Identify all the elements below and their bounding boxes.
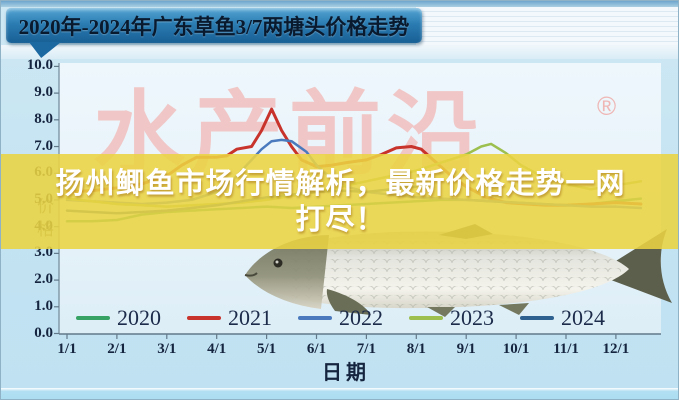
legend-item-2024: 2024 <box>520 305 605 331</box>
legend-label-2021: 2021 <box>228 305 272 330</box>
x-tick-label: 8/1 <box>406 341 426 357</box>
x-tick-label: 5/1 <box>257 341 277 357</box>
bottom-edge-strip <box>1 388 678 399</box>
legend-item-2022: 2022 <box>298 305 383 331</box>
legend-swatch-2022 <box>298 316 332 320</box>
legend-item-2021: 2021 <box>187 305 272 331</box>
x-tick-label: 10/1 <box>502 341 530 357</box>
chart-title: 2020年-2024年广东草鱼3/7两塘头价格走势 <box>18 14 410 39</box>
legend-item-2020: 2020 <box>76 305 161 331</box>
x-tick-label: 1/1 <box>57 341 77 357</box>
chart-title-banner: 2020年-2024年广东草鱼3/7两塘头价格走势 <box>6 8 422 43</box>
headline-line-2: 打尽！ <box>295 203 386 236</box>
y-tick-label: 8.0 <box>34 110 53 127</box>
legend-swatch-2023 <box>409 316 443 320</box>
legend-swatch-2024 <box>520 316 554 320</box>
y-tick-label: 9.0 <box>34 84 53 101</box>
x-tick-label: 9/1 <box>456 341 476 357</box>
y-tick-label: 1.0 <box>34 297 53 314</box>
y-tick-label: 7.0 <box>34 137 53 154</box>
x-tick-label: 12/1 <box>602 341 630 357</box>
top-edge-strip <box>1 1 678 7</box>
ruled-background <box>416 7 678 47</box>
registered-trademark-icon: ® <box>597 91 617 121</box>
light-band <box>1 45 678 59</box>
x-axis-title: 日期 <box>322 362 370 384</box>
legend-swatch-2020 <box>76 316 110 320</box>
fish-pelvic-fin <box>427 307 455 317</box>
x-tick-label: 11/1 <box>553 341 579 357</box>
y-tick-label: 10.0 <box>26 57 53 74</box>
chart-legend: 2020 2021 2022 2023 2024 <box>1 305 678 331</box>
y-tick-label: 0.0 <box>34 324 53 341</box>
legend-swatch-2021 <box>187 316 221 320</box>
x-tick-label: 2/1 <box>107 341 127 357</box>
x-tick-label: 7/1 <box>356 341 376 357</box>
x-tick-label: 4/1 <box>207 341 227 357</box>
fish-pectoral-fin <box>326 289 371 315</box>
headline-overlay: 扬州鲫鱼市场行情解析，最新价格走势一网 打尽！ <box>1 154 678 249</box>
fish-head <box>245 235 329 309</box>
x-tick-label: 3/1 <box>157 341 177 357</box>
legend-item-2023: 2023 <box>409 305 494 331</box>
legend-label-2023: 2023 <box>450 305 494 330</box>
legend-label-2022: 2022 <box>339 305 383 330</box>
fish-anal-fin <box>499 303 529 315</box>
legend-label-2024: 2024 <box>561 305 605 330</box>
legend-label-2020: 2020 <box>117 305 161 330</box>
x-tick-label: 6/1 <box>306 341 327 357</box>
headline-line-1: 扬州鲫鱼市场行情解析，最新价格走势一网 <box>55 167 626 200</box>
y-tick-label: 2.0 <box>34 271 53 288</box>
